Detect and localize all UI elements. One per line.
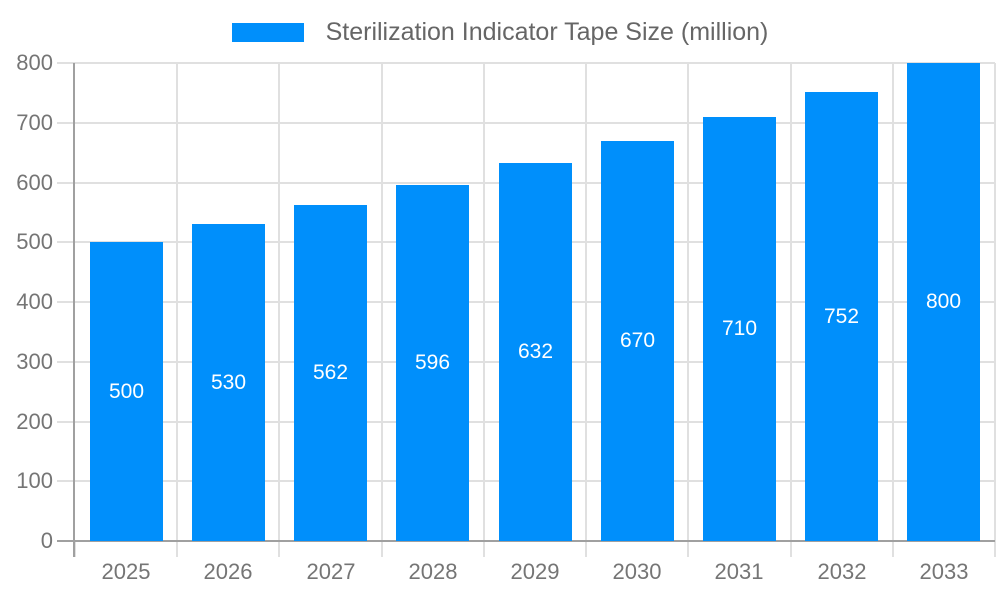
gridline-vertical [381,63,383,541]
bar-value-label: 562 [312,361,349,384]
gridline-vertical [892,63,894,541]
legend-item[interactable]: Sterilization Indicator Tape Size (milli… [231,18,769,46]
gridline-vertical [790,63,792,541]
x-axis-tick-label: 2030 [612,559,662,584]
y-axis-tick [57,480,75,482]
x-axis-tick [176,541,178,557]
bar-2032[interactable] [805,92,878,541]
y-axis-tick-label: 300 [16,349,53,374]
y-axis-tick-label: 600 [16,170,53,195]
y-axis-tick-label: 500 [16,229,53,254]
y-axis-tick-label: 200 [16,409,53,434]
bar-value-label: 710 [721,317,758,340]
legend-label: Sterilization Indicator Tape Size (milli… [325,18,769,46]
bar-2033[interactable] [907,63,980,541]
y-axis-tick [57,301,75,303]
x-axis-tick-label: 2027 [306,559,356,584]
x-axis-tick [278,541,280,557]
x-axis-tick [381,541,383,557]
gridline-vertical [278,63,280,541]
gridline-vertical [176,63,178,541]
bar-value-label: 530 [210,371,247,394]
x-axis-tick [994,541,996,557]
y-axis-tick-label: 400 [16,289,53,314]
x-axis-tick-label: 2031 [714,559,764,584]
bar-2030[interactable] [601,141,674,541]
x-axis-tick [790,541,792,557]
gridline-horizontal [75,122,995,124]
y-axis-tick-label: 800 [16,50,53,75]
bar-2025[interactable] [90,242,163,541]
x-axis-tick [483,541,485,557]
y-axis-line [73,63,75,557]
bar-value-label: 670 [619,329,656,352]
gridline-horizontal [75,62,995,64]
x-axis-tick-label: 2026 [203,559,253,584]
x-axis-tick [74,541,76,557]
bar-2031[interactable] [703,117,776,541]
x-axis-tick-label: 2028 [408,559,458,584]
gridline-vertical [585,63,587,541]
bar-value-label: 596 [414,351,451,374]
chart-legend: Sterilization Indicator Tape Size (milli… [0,14,1000,50]
bar-2029[interactable] [499,163,572,541]
x-axis-tick-label: 2033 [919,559,969,584]
bar-2028[interactable] [396,185,469,541]
bar-value-label: 632 [517,340,554,363]
x-axis-line [57,540,995,542]
y-axis-tick [57,122,75,124]
y-axis-tick-label: 0 [40,528,53,553]
gridline-vertical [687,63,689,541]
bar-value-label: 500 [108,380,145,403]
gridline-vertical [483,63,485,541]
x-axis-tick-label: 2029 [510,559,560,584]
y-axis-tick [57,182,75,184]
y-axis-tick [57,421,75,423]
y-axis-tick [57,361,75,363]
legend-swatch-icon [231,22,304,42]
gridline-vertical [994,63,996,541]
bar-value-label: 752 [823,305,860,328]
y-axis-tick [57,62,75,64]
x-axis-tick-label: 2032 [817,559,867,584]
bar-value-label: 800 [925,290,962,313]
x-axis-tick-label: 2025 [101,559,151,584]
bar-2026[interactable] [192,224,265,541]
x-axis-tick [687,541,689,557]
y-axis-tick-label: 700 [16,110,53,135]
x-axis-tick [585,541,587,557]
bar-2027[interactable] [294,205,367,541]
y-axis-tick [57,241,75,243]
y-axis-tick-label: 100 [16,468,53,493]
x-axis-tick [892,541,894,557]
